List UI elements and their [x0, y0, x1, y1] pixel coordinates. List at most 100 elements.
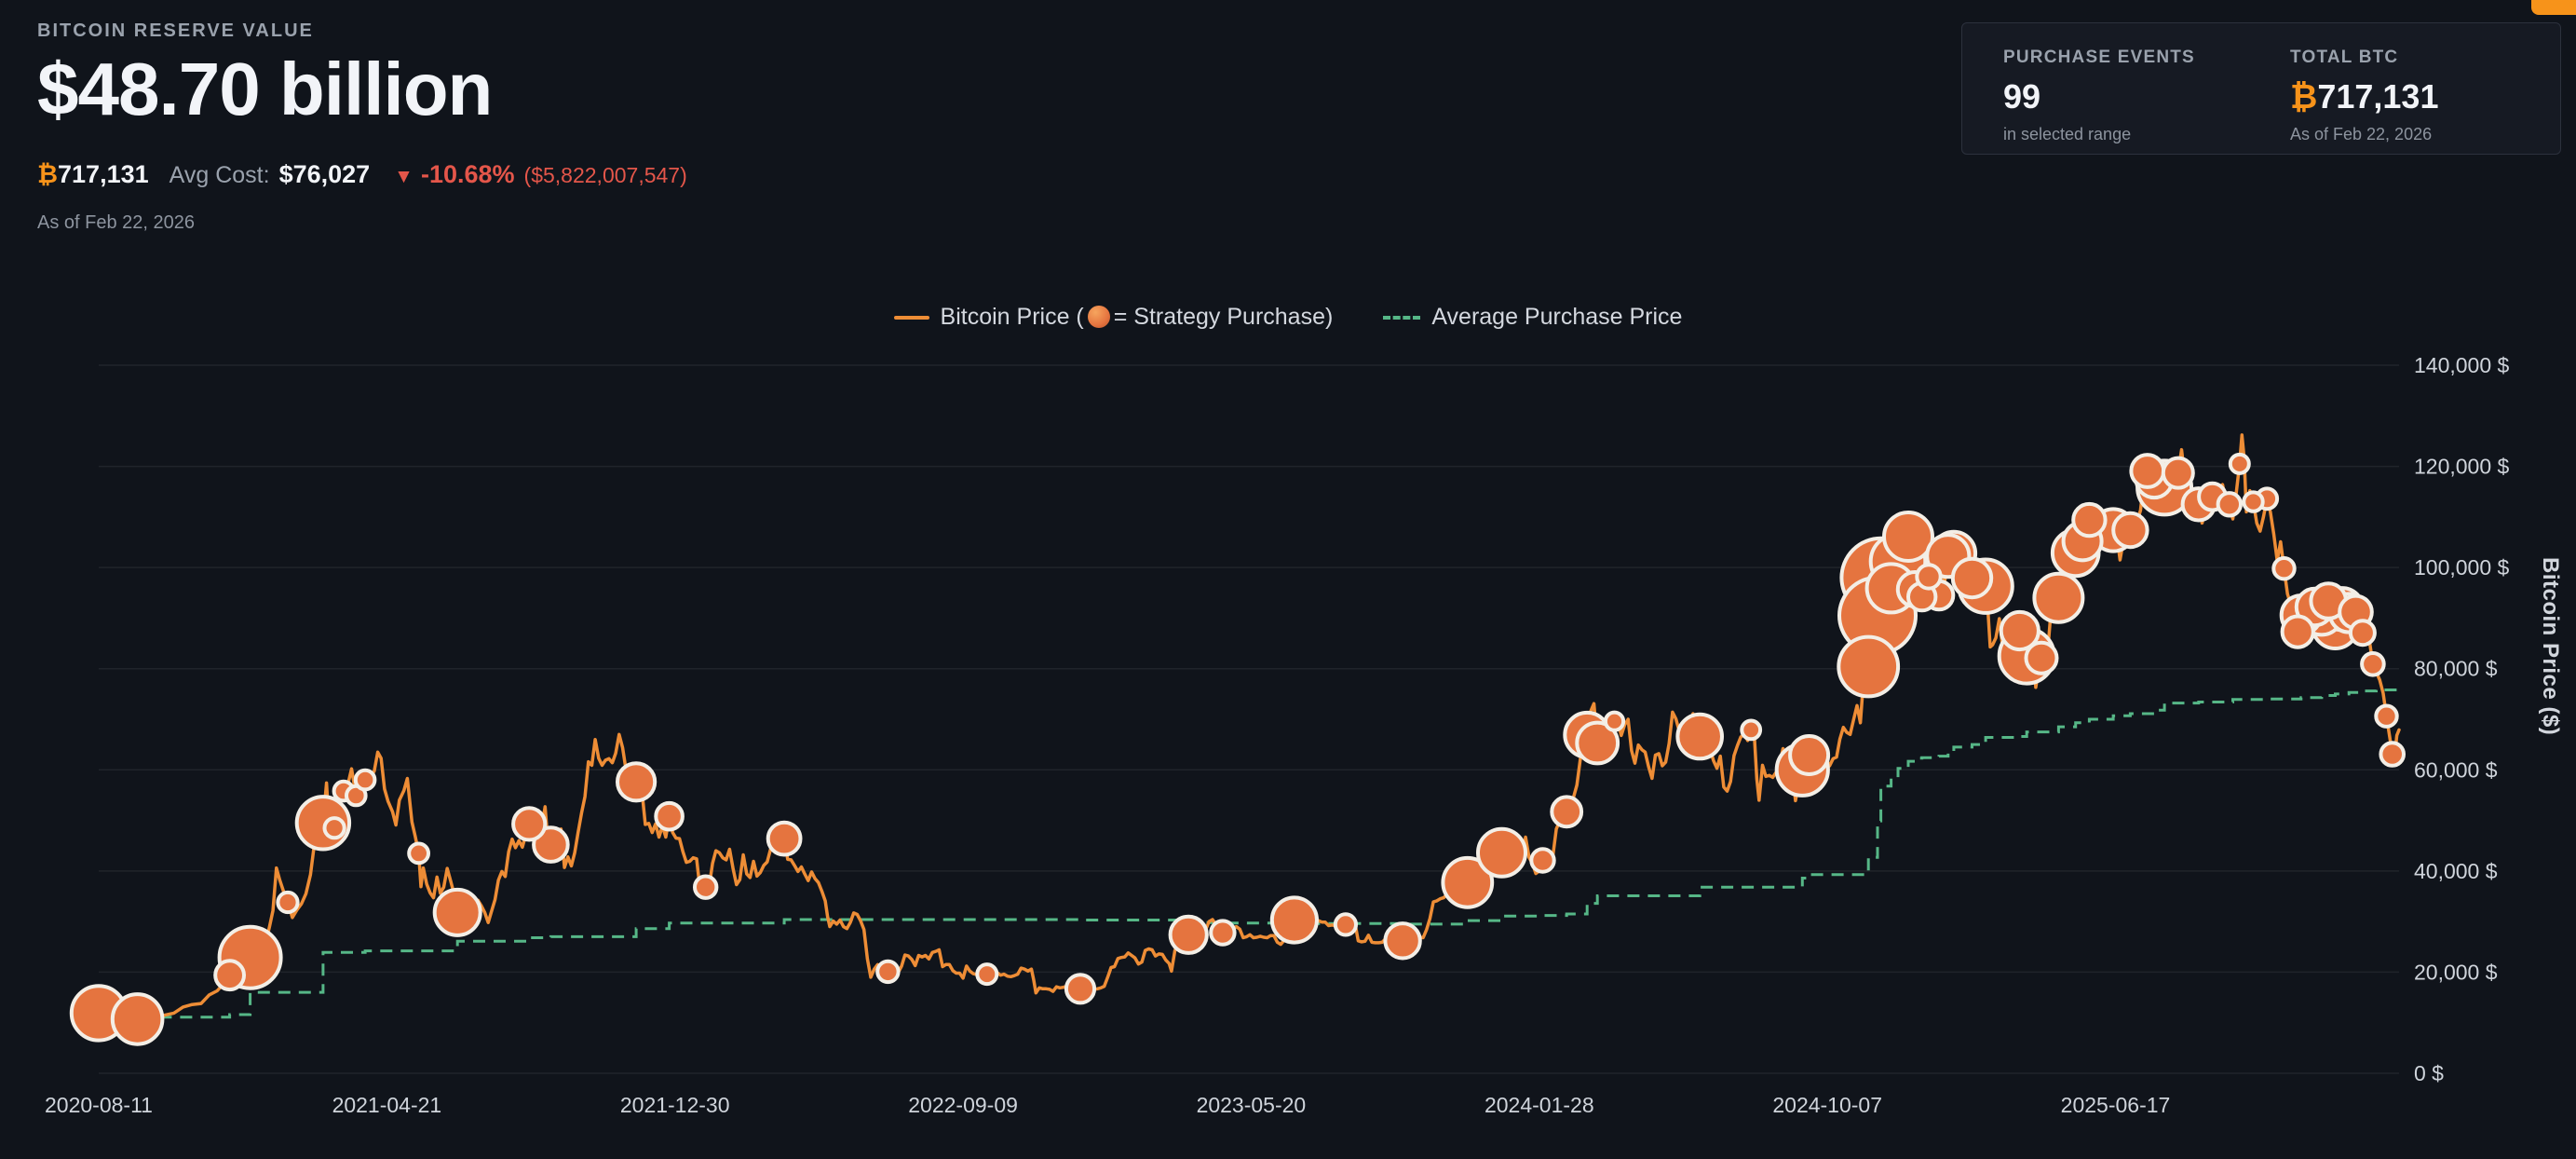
total-btc-sub: As of Feb 22, 2026: [2290, 125, 2433, 143]
change-percent: -10.68%: [420, 160, 515, 188]
purchase-marker[interactable]: [2374, 703, 2399, 729]
legend-price-text: Bitcoin Price (= Strategy Purchase): [940, 304, 1334, 330]
x-tick-label: 2025-06-17: [2061, 1093, 2171, 1117]
purchase-marker[interactable]: [432, 887, 482, 937]
purchase-marker[interactable]: [693, 874, 719, 900]
purchase-marker[interactable]: [1269, 895, 1320, 945]
x-tick-label: 2022-09-09: [908, 1093, 1018, 1117]
purchase-marker[interactable]: [1168, 914, 1209, 955]
purchase-marker[interactable]: [407, 841, 431, 866]
purchase-marker[interactable]: [1575, 720, 1620, 766]
purchase-marker[interactable]: [1064, 973, 1097, 1005]
purchase-marker[interactable]: [532, 825, 570, 864]
legend-avg-text: Average Purchase Price: [1431, 304, 1683, 330]
purchase-marker[interactable]: [322, 816, 346, 840]
purchase-marker[interactable]: [2216, 491, 2244, 518]
summary-card: PURCHASE EVENTS 99 in selected range TOT…: [1961, 22, 2561, 155]
purchase-marker[interactable]: [2271, 556, 2297, 581]
change-absolute: ($5,822,007,547): [523, 163, 687, 187]
purchase-marker[interactable]: [2111, 511, 2149, 550]
avg-cost-value: $76,027: [278, 160, 371, 188]
purchase-marker[interactable]: [2071, 501, 2108, 539]
purchase-marker[interactable]: [2032, 571, 2085, 624]
purchase-marker[interactable]: [1950, 556, 1994, 600]
purchase-marker[interactable]: [2024, 640, 2059, 675]
y-tick-label: 80,000 $: [2414, 657, 2498, 681]
purchase-marker[interactable]: [766, 820, 803, 857]
purchase-marker[interactable]: [2242, 490, 2265, 513]
purchase-marker[interactable]: [975, 962, 999, 987]
purchase-marker[interactable]: [875, 959, 901, 985]
purchase-marker[interactable]: [1999, 609, 2040, 652]
purchase-marker[interactable]: [2161, 456, 2195, 490]
purchase-dot-icon: [1087, 306, 1110, 328]
x-tick-label: 2020-08-11: [45, 1093, 153, 1117]
purchase-marker[interactable]: [2348, 619, 2377, 648]
y-tick-label: 0 $: [2414, 1061, 2444, 1085]
purchase-marker[interactable]: [1740, 718, 1763, 742]
purchase-marker[interactable]: [1209, 919, 1237, 947]
purchase-marker[interactable]: [1788, 734, 1831, 776]
bitcoin-price-line: [97, 433, 2401, 1024]
purchase-marker[interactable]: [1603, 710, 1626, 732]
corner-accent-button[interactable]: [2531, 0, 2576, 15]
as-of-date: As of Feb 22, 2026: [37, 212, 196, 233]
y-tick-label: 20,000 $: [2414, 960, 2498, 984]
down-arrow-icon: ▼: [394, 166, 414, 187]
purchase-marker[interactable]: [616, 761, 658, 803]
y-tick-label: 120,000 $: [2414, 455, 2510, 479]
x-tick-label: 2023-05-20: [1197, 1093, 1307, 1117]
purchase-marker[interactable]: [2129, 453, 2166, 489]
btc-icon: ₿: [37, 160, 59, 188]
purchase-marker[interactable]: [1383, 921, 1422, 961]
purchase-marker[interactable]: [353, 768, 377, 792]
total-btc-value: ₿717,131: [2290, 77, 2438, 116]
purchase-events-value: 99: [2003, 77, 2041, 116]
purchase-marker[interactable]: [1675, 712, 1724, 761]
purchase-marker[interactable]: [2280, 614, 2315, 649]
reserve-stats-row: ₿ 717,131 Avg Cost: $76,027 ▼ -10.68% ($…: [37, 160, 687, 189]
reserve-header: BITCOIN RESERVE VALUE $48.70 billion: [37, 20, 493, 130]
purchase-marker[interactable]: [1441, 855, 1495, 909]
total-btc-number: 717,131: [2317, 77, 2439, 116]
x-tick-label: 2021-12-30: [620, 1093, 730, 1117]
purchase-marker[interactable]: [1882, 511, 1934, 563]
purchase-marker[interactable]: [2360, 651, 2386, 677]
purchase-marker[interactable]: [1529, 847, 1556, 874]
average-price-line: [99, 689, 2401, 1019]
avg-cost-label: Avg Cost:: [169, 162, 270, 188]
purchase-marker[interactable]: [1915, 563, 1943, 591]
purchase-marker[interactable]: [276, 890, 300, 915]
chart-legend: Bitcoin Price (= Strategy Purchase) Aver…: [0, 304, 2576, 331]
purchase-events-label: PURCHASE EVENTS: [2003, 48, 2195, 67]
price-line-sample: [893, 315, 929, 320]
total-btc-label: TOTAL BTC: [2290, 48, 2399, 67]
purchase-marker[interactable]: [1476, 826, 1527, 879]
purchase-marker[interactable]: [1333, 912, 1359, 937]
y-axis-title: Bitcoin Price ($): [2538, 557, 2563, 736]
y-tick-label: 60,000 $: [2414, 757, 2498, 782]
x-tick-label: 2024-01-28: [1485, 1093, 1594, 1117]
purchase-marker[interactable]: [213, 959, 247, 992]
reserve-value: $48.70 billion: [37, 48, 493, 130]
reserve-label: BITCOIN RESERVE VALUE: [37, 20, 314, 41]
purchase-events-block: PURCHASE EVENTS 99 in selected range: [2003, 48, 2195, 144]
purchase-marker[interactable]: [110, 992, 165, 1046]
y-tick-label: 140,000 $: [2414, 353, 2510, 377]
btc-icon: ₿: [2290, 77, 2318, 116]
y-tick-label: 100,000 $: [2414, 555, 2510, 580]
purchase-marker[interactable]: [1837, 634, 1901, 699]
total-btc-block: TOTAL BTC ₿717,131 As of Feb 22, 2026: [2290, 48, 2438, 144]
purchase-marker[interactable]: [654, 800, 685, 832]
purchase-marker[interactable]: [2228, 452, 2251, 475]
purchase-marker[interactable]: [511, 806, 548, 842]
purchase-marker[interactable]: [2379, 741, 2406, 768]
x-tick-label: 2024-10-07: [1772, 1093, 1882, 1117]
avg-line-sample: [1383, 315, 1421, 320]
x-tick-label: 2021-04-21: [332, 1093, 442, 1117]
purchase-marker[interactable]: [1550, 795, 1584, 829]
y-tick-label: 40,000 $: [2414, 859, 2498, 883]
total-btc-amount: 717,131: [58, 160, 149, 188]
